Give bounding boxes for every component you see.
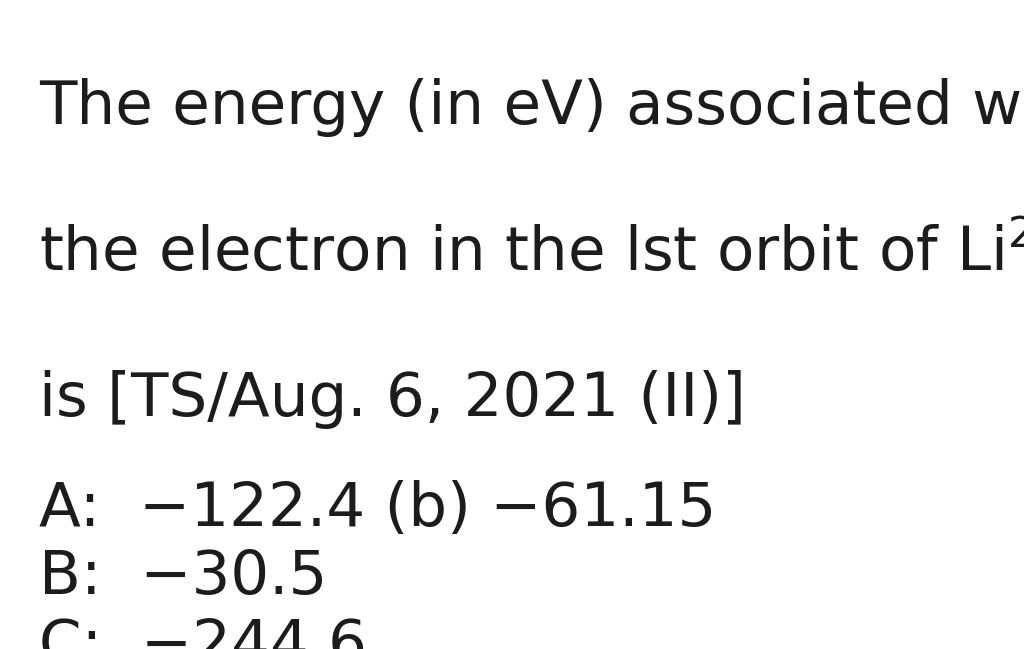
Text: C:  −244.6: C: −244.6 [39,617,367,649]
Text: is [TS/Aug. 6, 2021 (II)]: is [TS/Aug. 6, 2021 (II)] [39,370,745,429]
Text: A:  −122.4 (b) −61.15: A: −122.4 (b) −61.15 [39,480,716,539]
Text: B:  −30.5: B: −30.5 [39,548,328,607]
Text: The energy (in eV) associated with: The energy (in eV) associated with [39,78,1024,137]
Text: the electron in the lst orbit of $\rm Li^{2+}$: the electron in the lst orbit of $\rm Li… [39,224,1024,284]
